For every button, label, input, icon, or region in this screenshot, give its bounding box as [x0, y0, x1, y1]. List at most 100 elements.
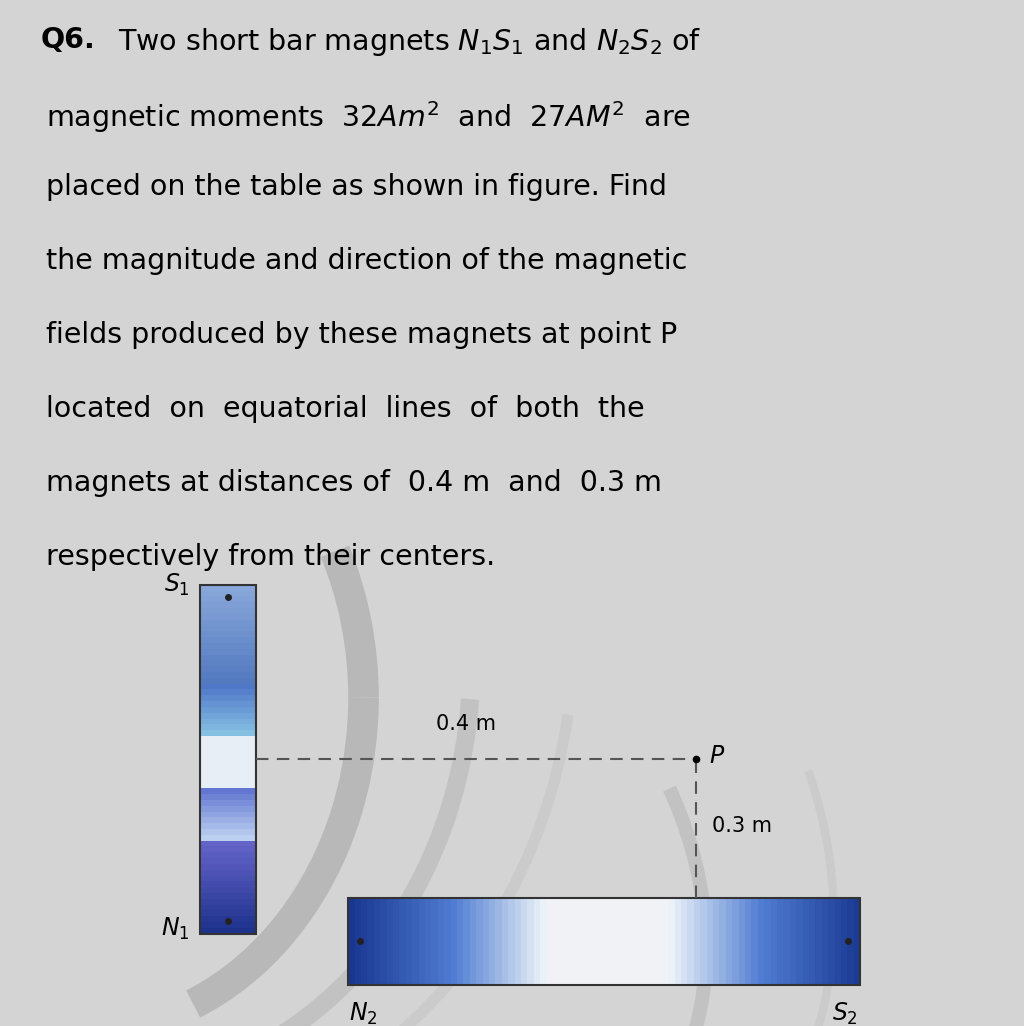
Bar	[655, 898, 663, 985]
Bar	[616, 898, 625, 985]
Bar	[200, 642, 256, 648]
Bar	[463, 898, 471, 985]
Bar	[406, 898, 414, 985]
Bar	[200, 590, 256, 596]
Bar	[200, 682, 256, 689]
Bar	[200, 822, 256, 829]
Bar	[200, 723, 256, 731]
Bar	[348, 898, 355, 985]
Bar	[521, 898, 528, 985]
Bar	[547, 898, 554, 985]
Bar	[541, 898, 548, 985]
Bar	[200, 874, 256, 881]
Bar	[200, 747, 256, 753]
Bar	[200, 880, 256, 887]
Bar	[444, 898, 452, 985]
Text: fields produced by these magnets at point P: fields produced by these magnets at poin…	[46, 321, 677, 349]
Bar	[425, 898, 432, 985]
Text: $N_1$: $N_1$	[161, 915, 189, 942]
Bar	[451, 898, 458, 985]
Bar	[527, 898, 535, 985]
Bar	[502, 898, 509, 985]
Bar	[399, 898, 407, 985]
Bar	[200, 585, 256, 934]
Bar	[821, 898, 829, 985]
Bar	[200, 804, 256, 812]
Bar	[361, 898, 369, 985]
Bar	[669, 898, 676, 985]
Bar	[649, 898, 656, 985]
Bar	[200, 601, 256, 608]
Bar	[200, 729, 256, 736]
Bar	[438, 898, 445, 985]
Bar	[604, 898, 611, 985]
Bar	[675, 898, 682, 985]
Bar	[200, 741, 256, 748]
Bar	[200, 607, 256, 614]
Bar	[803, 898, 810, 985]
Bar	[200, 764, 256, 771]
Bar	[579, 898, 586, 985]
Bar	[200, 915, 256, 922]
Bar	[565, 898, 573, 985]
Bar	[624, 898, 631, 985]
Bar	[200, 619, 256, 626]
Bar	[835, 898, 842, 985]
Bar	[489, 898, 497, 985]
Bar	[572, 898, 580, 985]
Bar	[200, 793, 256, 800]
Bar	[200, 839, 256, 846]
Bar	[809, 898, 816, 985]
Bar	[200, 647, 256, 655]
Bar	[662, 898, 670, 985]
Bar	[200, 845, 256, 853]
Bar	[476, 898, 483, 985]
Bar	[732, 898, 739, 985]
Text: $P$: $P$	[709, 744, 725, 768]
Text: 0.4 m: 0.4 m	[436, 714, 496, 734]
Bar	[387, 898, 394, 985]
Bar	[559, 898, 567, 985]
Bar	[592, 898, 599, 985]
Bar	[200, 717, 256, 724]
Bar	[200, 752, 256, 759]
Bar	[777, 898, 784, 985]
Text: $S_1$: $S_1$	[164, 571, 189, 598]
Bar	[470, 898, 477, 985]
Bar	[200, 595, 256, 602]
Bar	[790, 898, 797, 985]
Bar	[200, 712, 256, 718]
Bar	[700, 898, 708, 985]
Bar	[200, 863, 256, 870]
Bar	[770, 898, 778, 985]
Bar	[200, 758, 256, 765]
Bar	[534, 898, 541, 985]
Text: Two short bar magnets $N_1S_1$ and $N_2S_2$ of: Two short bar magnets $N_1S_1$ and $N_2S…	[118, 26, 701, 57]
Bar	[348, 898, 860, 985]
Bar	[707, 898, 714, 985]
Bar	[200, 636, 256, 643]
Bar	[694, 898, 701, 985]
Bar	[681, 898, 688, 985]
Bar	[610, 898, 617, 985]
Text: magnetic moments  $32Am^2$  and  $27AM^2$  are: magnetic moments $32Am^2$ and $27AM^2$ a…	[46, 100, 691, 135]
Bar	[854, 898, 861, 985]
Text: Q6.: Q6.	[41, 26, 95, 53]
Bar	[848, 898, 855, 985]
Bar	[419, 898, 426, 985]
Bar	[687, 898, 694, 985]
Text: located  on  equatorial  lines  of  both  the: located on equatorial lines of both the	[46, 395, 645, 423]
Bar	[482, 898, 490, 985]
Bar	[431, 898, 438, 985]
Text: placed on the table as shown in figure. Find: placed on the table as shown in figure. …	[46, 173, 667, 201]
Bar	[815, 898, 823, 985]
Bar	[368, 898, 375, 985]
Bar	[200, 909, 256, 916]
Bar	[200, 787, 256, 794]
Text: the magnitude and direction of the magnetic: the magnitude and direction of the magne…	[46, 247, 687, 275]
Bar	[393, 898, 400, 985]
Text: $N_2$: $N_2$	[349, 1000, 378, 1026]
Bar	[374, 898, 381, 985]
Bar	[515, 898, 522, 985]
Text: magnets at distances of  0.4 m  and  0.3 m: magnets at distances of 0.4 m and 0.3 m	[46, 469, 662, 497]
